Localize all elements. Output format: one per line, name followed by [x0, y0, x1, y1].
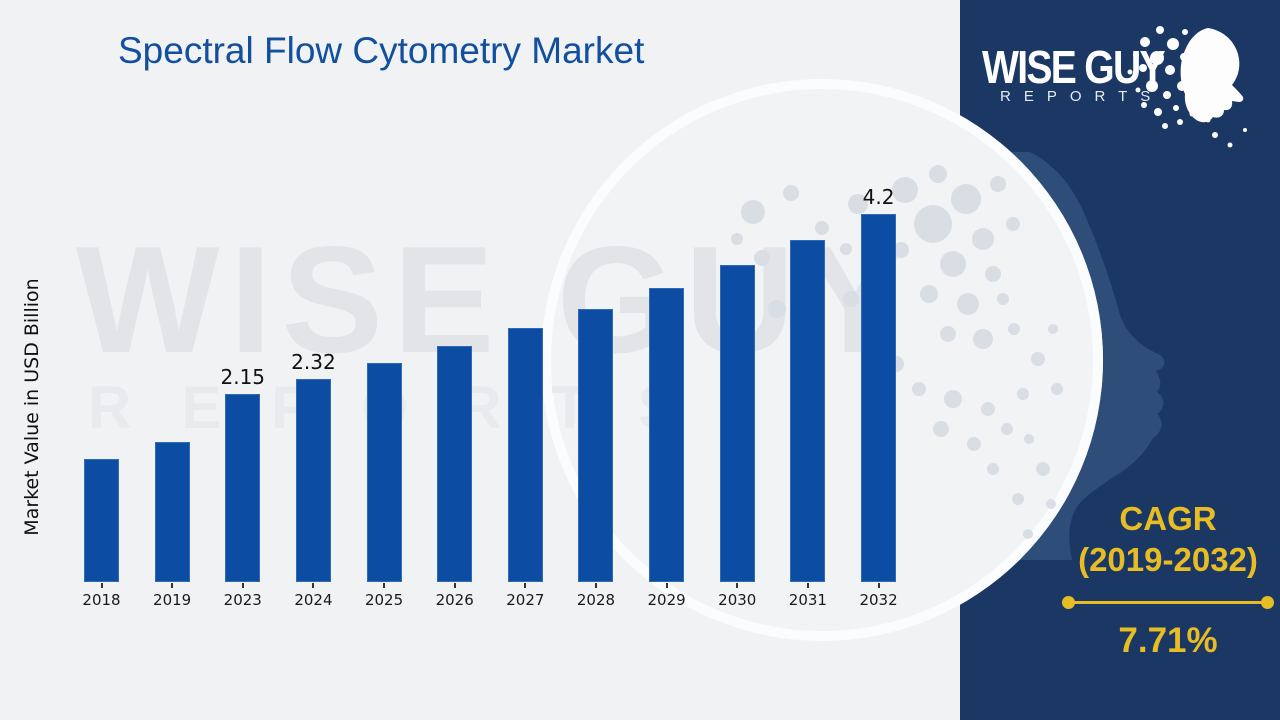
x-tick-label: 2026 — [435, 591, 474, 609]
bar-2029 — [649, 287, 685, 582]
x-tick — [806, 583, 809, 588]
bar-2025 — [366, 363, 402, 582]
bar-2023 — [225, 393, 261, 582]
x-tick — [877, 583, 880, 588]
bar-2026 — [437, 346, 473, 582]
bar-2030 — [719, 264, 755, 582]
x-tick-label: 2027 — [506, 591, 545, 609]
x-tick-label: 2030 — [718, 591, 757, 609]
cagr-callout: CAGR (2019-2032) 7.71% — [1052, 498, 1280, 661]
x-tick-label: 2019 — [153, 591, 192, 609]
x-tick-label: 2028 — [576, 591, 616, 609]
x-tick — [453, 583, 456, 588]
bar-2024 — [295, 378, 331, 582]
divider-dot-right — [1261, 595, 1274, 609]
x-tick-label: 2024 — [294, 591, 333, 609]
bar-2018 — [84, 459, 119, 582]
bar-2027 — [507, 328, 543, 582]
cagr-range: (2019-2032) — [1078, 541, 1258, 579]
cagr-divider — [1062, 595, 1274, 609]
watermark-line1: WISE GUY — [76, 215, 917, 385]
bar-2019 — [154, 441, 190, 582]
logo-face-icon — [1127, 26, 1247, 148]
logo-wordmark: WISE GUY — [982, 41, 1166, 93]
cagr-value: 7.71% — [1118, 620, 1218, 660]
page-title: Spectral Flow Cytometry Market — [118, 30, 645, 71]
x-tick — [383, 583, 386, 588]
x-tick — [665, 583, 668, 588]
x-tick — [736, 583, 739, 588]
logo-subtitle: REPORTS — [1000, 88, 1164, 105]
divider-line — [1074, 600, 1262, 604]
x-tick-label: 2032 — [859, 591, 898, 609]
x-tick-label: 2025 — [364, 591, 404, 609]
x-tick — [241, 583, 244, 588]
logo: WISE GUY REPORTS — [960, 0, 1280, 160]
divider-dot-left — [1062, 595, 1075, 609]
x-tick — [312, 583, 315, 588]
x-tick — [171, 583, 174, 588]
bar-2032 — [861, 214, 897, 582]
bar-value-label: 2.15 — [220, 364, 266, 389]
x-tick — [594, 583, 597, 588]
x-tick — [100, 583, 103, 588]
x-tick-label: 2029 — [647, 591, 686, 609]
x-tick-label: 2018 — [82, 591, 121, 609]
bar-2031 — [790, 240, 826, 582]
bar-value-label: 4.2 — [862, 185, 895, 210]
y-axis-label: Market Value in USD Billion — [21, 278, 43, 536]
bar-2028 — [578, 308, 614, 582]
x-tick-label: 2031 — [788, 591, 827, 609]
cagr-heading: CAGR — [1119, 500, 1217, 537]
x-tick-label: 2023 — [223, 591, 262, 609]
bar-value-label: 2.32 — [291, 349, 336, 374]
x-tick — [524, 583, 527, 588]
